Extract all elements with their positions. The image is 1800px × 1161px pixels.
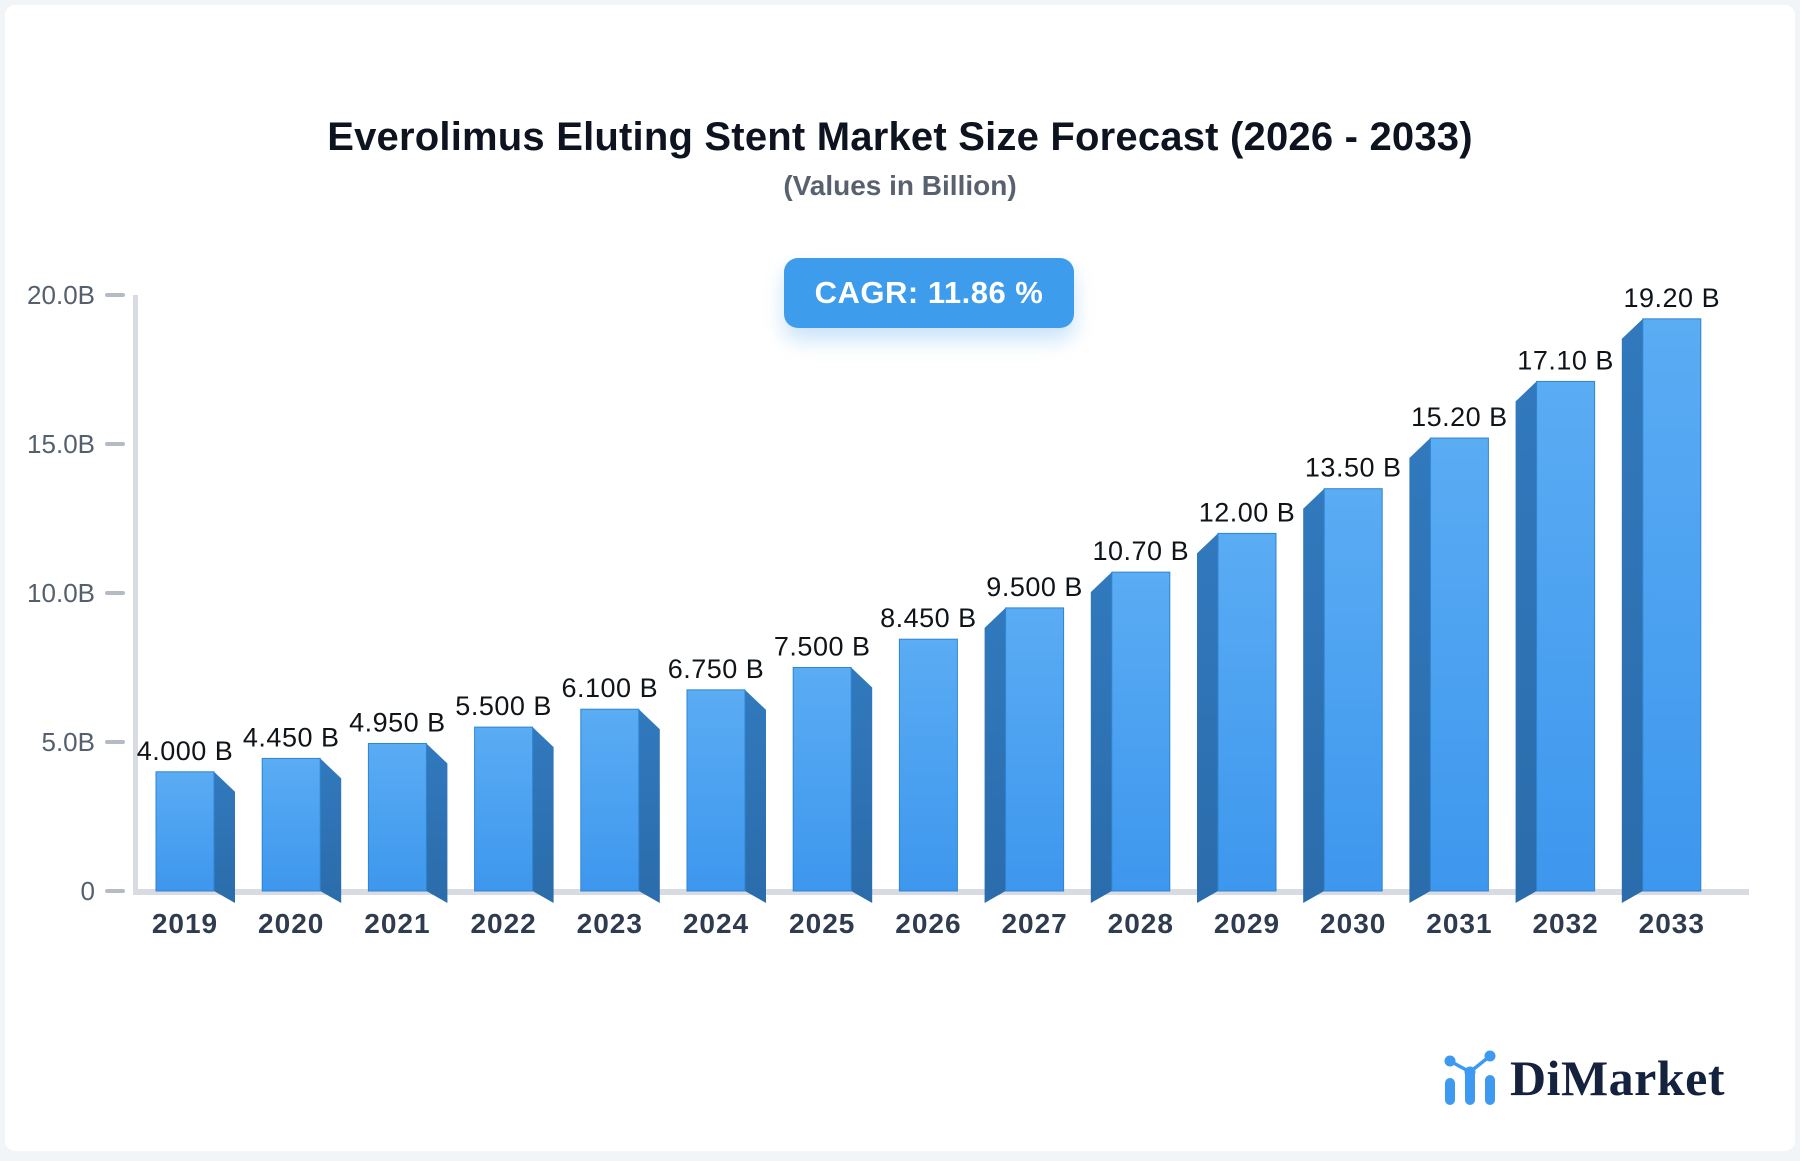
bar-group [1409, 437, 1489, 903]
y-tick-label: 10.0B [27, 578, 95, 608]
x-axis-line [133, 889, 1749, 895]
bar-group [367, 742, 448, 903]
bar-group [580, 708, 660, 903]
chart-title: Everolimus Eluting Stent Market Size For… [327, 115, 1473, 159]
bar [898, 638, 958, 892]
x-axis-label: 2027 [1001, 908, 1067, 939]
bar-value-label: 6.750 B [668, 654, 765, 684]
dimarket-logo-text: DiMarket [1509, 1050, 1725, 1106]
x-axis-label: 2021 [364, 908, 430, 939]
bar-chart: 0 5.0B 10.0B 15.0B 20.0B 4.000 B 2019 4.450 B 20… [27, 280, 1749, 939]
bar-value-label: 17.10 B [1517, 345, 1614, 375]
bar-value-label: 4.950 B [349, 707, 446, 737]
bar-group [1515, 380, 1596, 903]
bar-group [474, 726, 554, 903]
bar-line-chart-icon [1444, 1050, 1496, 1105]
cagr-badge-label: CAGR: 11.86 % [814, 275, 1044, 310]
x-axis-label: 2020 [258, 908, 324, 939]
bar-group [792, 667, 873, 903]
bar-side-face [532, 727, 554, 903]
x-axis-label: 2029 [1214, 908, 1280, 939]
bar [474, 726, 534, 892]
bar-side-face [745, 689, 766, 903]
bar [261, 757, 321, 892]
chart-card: Everolimus Eluting Stent Market Size For… [5, 5, 1795, 1151]
x-axis-label: 2028 [1108, 908, 1174, 939]
bar-side-face [638, 709, 660, 903]
bar-side-face [851, 667, 873, 903]
bar-side-face [1303, 488, 1325, 903]
bar-value-label: 8.450 B [880, 603, 977, 633]
bar-side-face [214, 771, 235, 903]
bar-group [261, 757, 342, 903]
y-tick-label: 0 [81, 876, 95, 906]
bar [1005, 607, 1065, 892]
x-axis-label: 2026 [895, 908, 961, 939]
bar [1536, 380, 1596, 892]
x-axis-label: 2023 [577, 908, 643, 939]
cagr-badge: CAGR: 11.86 % [784, 258, 1074, 328]
y-tick-mark [105, 591, 125, 595]
x-axis-label: 2030 [1320, 908, 1386, 939]
bar-side-face [426, 743, 448, 903]
bar-value-label: 6.100 B [562, 673, 659, 703]
bar-side-face [1621, 318, 1643, 904]
bar [1323, 488, 1383, 892]
y-tick-mark [105, 889, 125, 893]
bar-value-label: 9.500 B [986, 572, 1083, 602]
y-tick-label: 5.0B [42, 727, 96, 757]
bar-group [155, 771, 235, 903]
bar [1642, 318, 1702, 892]
bar-group [686, 689, 766, 903]
bar-value-label: 19.20 B [1624, 283, 1721, 313]
x-axis-label: 2031 [1426, 908, 1492, 939]
bar-value-label: 13.50 B [1305, 453, 1402, 483]
y-tick-label: 20.0B [27, 280, 95, 310]
bar-group [1621, 318, 1702, 904]
x-axis-label: 2025 [789, 908, 855, 939]
bar-side-face [320, 758, 342, 903]
bar-side-face [1197, 533, 1218, 903]
bar-value-label: 4.000 B [137, 736, 234, 766]
x-axis-label: 2022 [470, 908, 536, 939]
bar-group [984, 607, 1065, 903]
y-tick-label: 15.0B [27, 429, 95, 459]
bar-value-label: 5.500 B [455, 691, 552, 721]
x-axis-label: 2019 [152, 908, 218, 939]
x-axis-label: 2024 [683, 908, 749, 939]
bar-value-label: 4.450 B [243, 722, 340, 752]
bar [792, 667, 852, 892]
bar [1217, 532, 1277, 892]
bar-side-face [984, 607, 1006, 903]
chart-subtitle: (Values in Billion) [783, 170, 1017, 201]
bar-value-label: 15.20 B [1411, 402, 1508, 432]
bar-group [1303, 488, 1383, 903]
bar-group [1090, 571, 1171, 903]
y-axis-line [133, 295, 138, 895]
bar-side-face [1090, 572, 1112, 903]
y-tick-mark [105, 740, 125, 744]
bar [686, 689, 746, 892]
bar [367, 742, 427, 892]
bar-value-label: 7.500 B [774, 632, 871, 662]
dimarket-logo: DiMarket [1444, 1043, 1725, 1113]
x-axis-label: 2032 [1532, 908, 1598, 939]
bar-value-label: 10.70 B [1093, 536, 1190, 566]
bar-side-face [1515, 381, 1537, 903]
x-axis-label: 2033 [1639, 908, 1705, 939]
bar-value-label: 12.00 B [1199, 497, 1296, 527]
bar-side-face [1409, 438, 1431, 903]
bar-group [898, 638, 958, 892]
bar [1111, 571, 1171, 892]
bar [1429, 437, 1489, 892]
y-tick-mark [105, 293, 125, 297]
y-tick-mark [105, 442, 125, 446]
bar [155, 771, 215, 892]
bar-group [1197, 532, 1277, 903]
bar [580, 708, 640, 892]
